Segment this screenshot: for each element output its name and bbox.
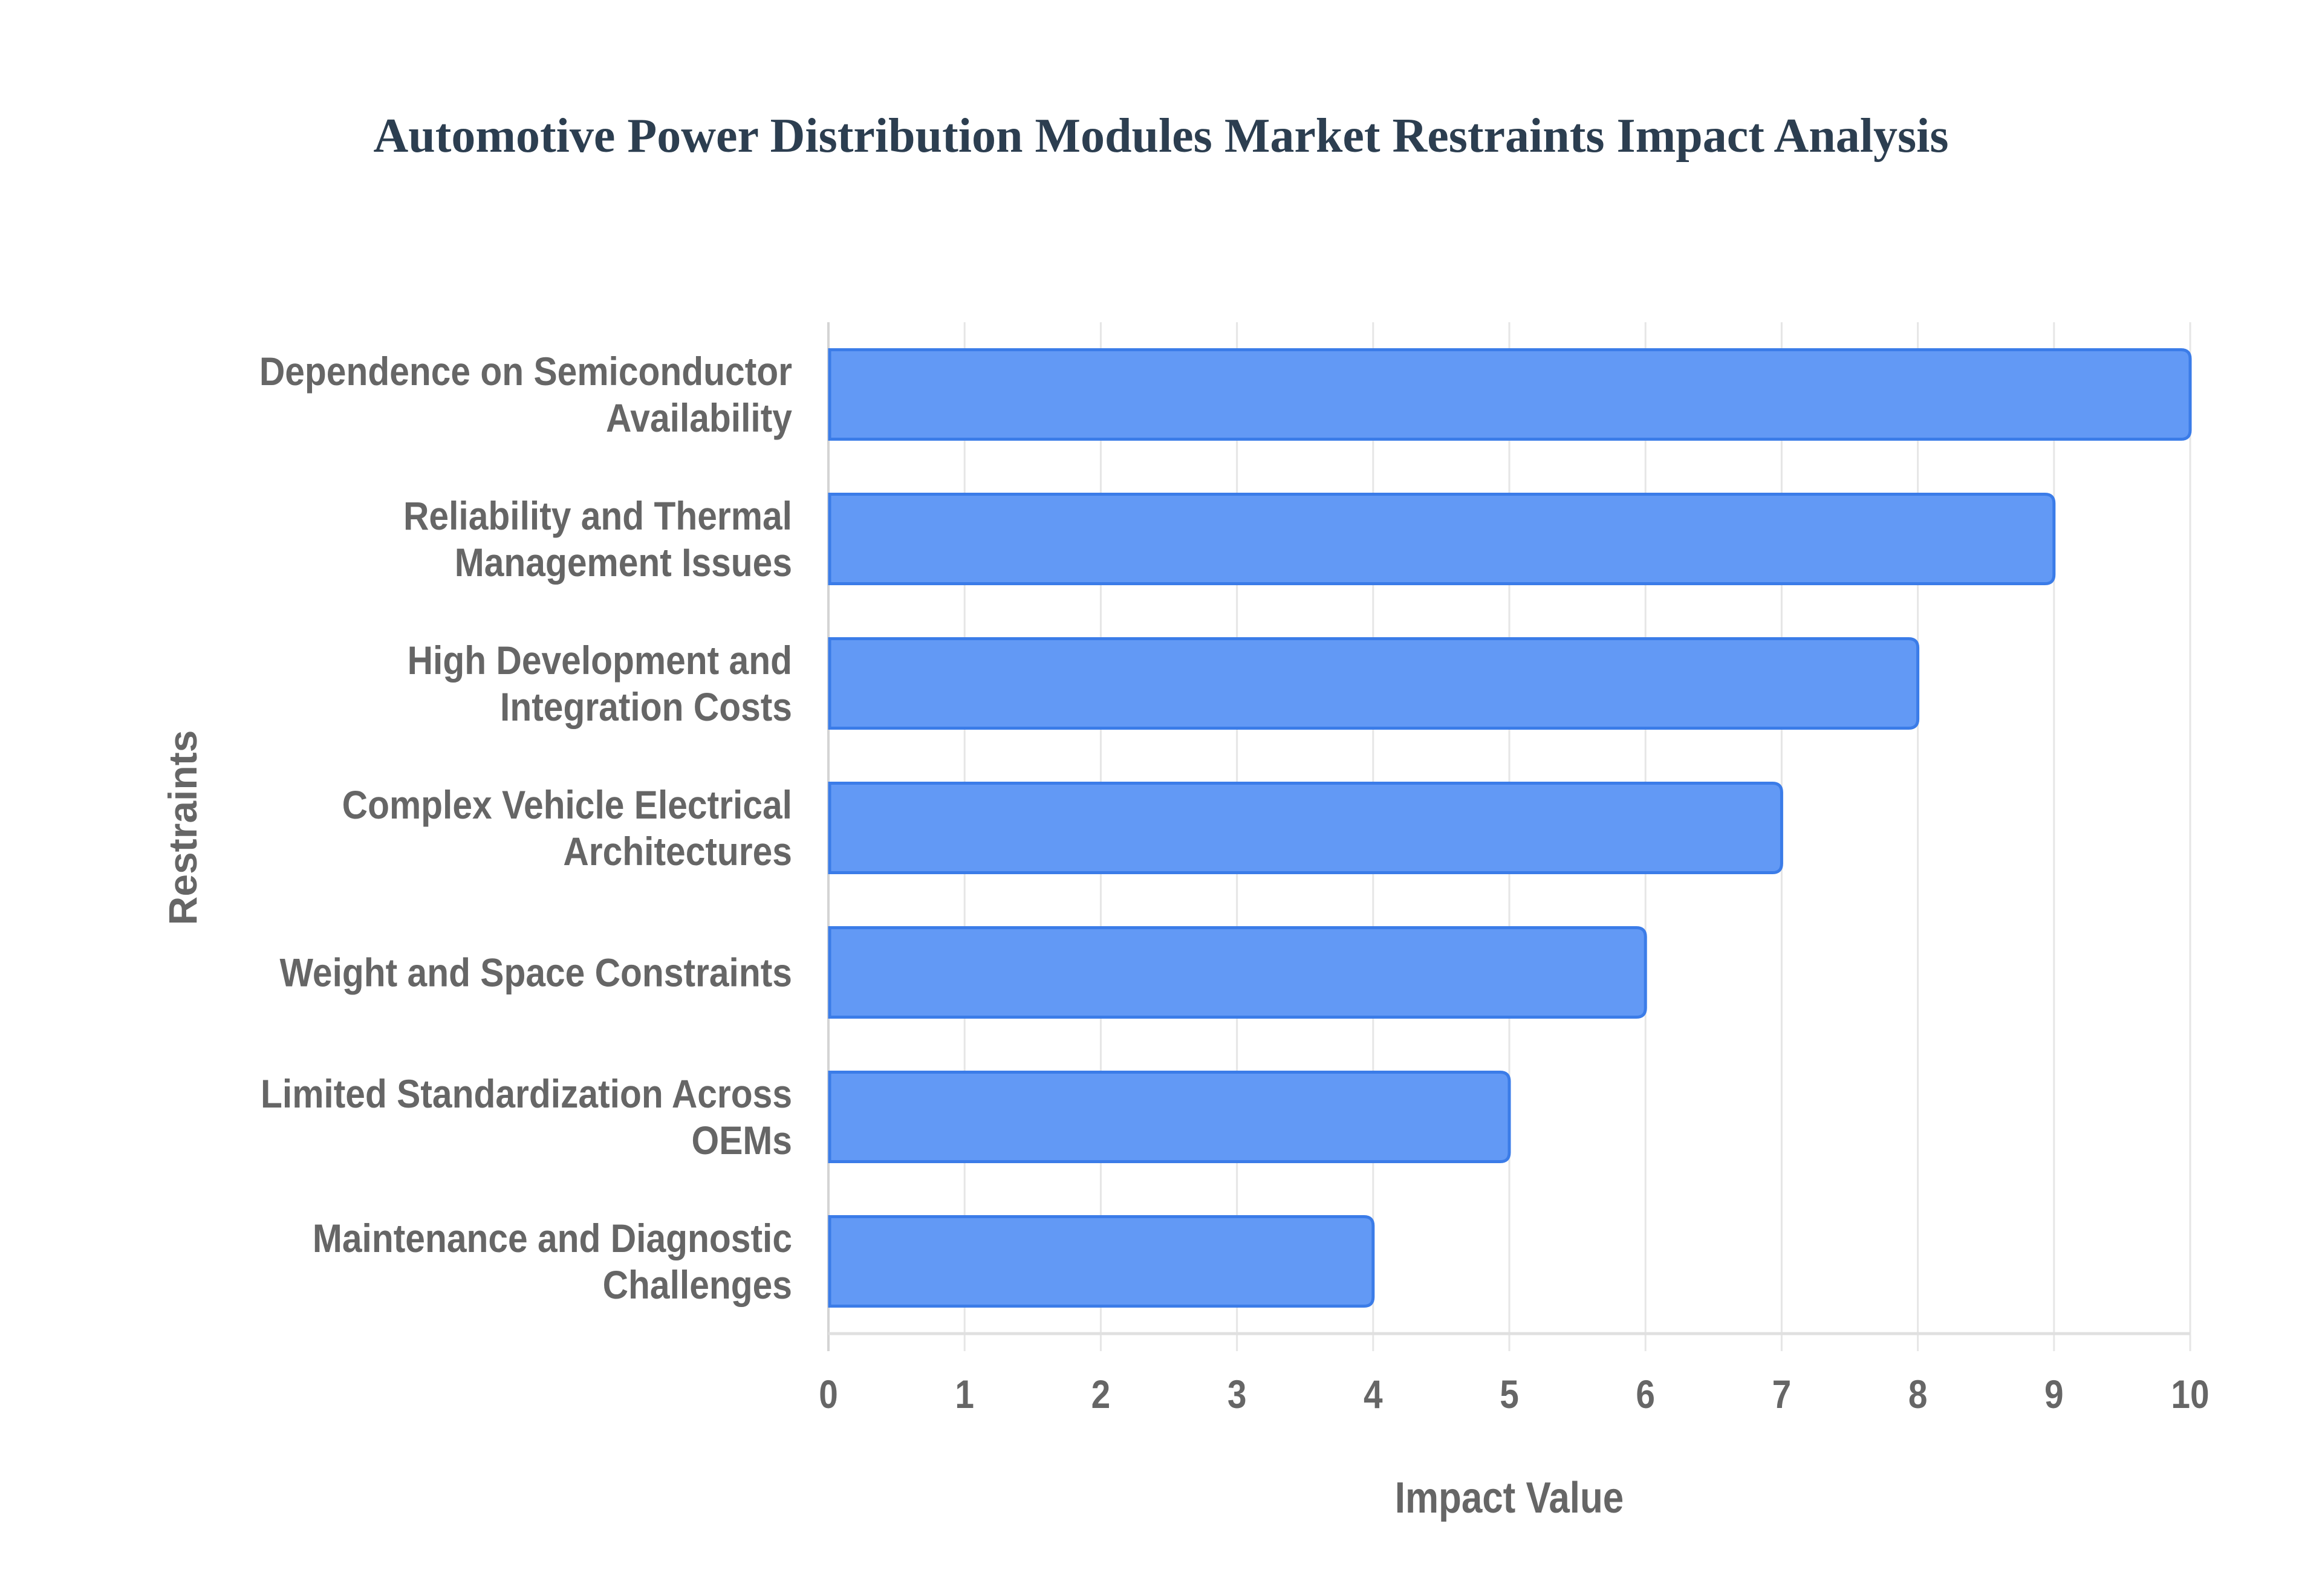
category-label-line: Weight and Space Constraints (280, 950, 792, 995)
bars: Dependence on Semiconductor Availability… (828, 348, 2192, 1308)
x-tick-label: 1 (955, 1372, 974, 1417)
x-tick-label: 2 (1091, 1372, 1111, 1417)
x-tick-label: 0 (819, 1372, 838, 1417)
x-tick-label: 7 (1772, 1372, 1792, 1417)
bar-4[interactable]: Complex Vehicle Electrical Architectures… (828, 782, 1783, 874)
x-tick-label: 3 (1228, 1372, 1247, 1417)
bar-2[interactable]: Reliability and Thermal Management Issue… (828, 493, 2056, 585)
category-label-line: Reliability and Thermal (403, 494, 792, 539)
category-label-line: Complex Vehicle Electrical (342, 783, 792, 828)
x-tick-label: 5 (1500, 1372, 1519, 1417)
category-label-line: OEMs (692, 1118, 792, 1163)
category-label-line: Maintenance and Diagnostic (313, 1216, 792, 1261)
category-label-line: Challenges (603, 1263, 792, 1308)
category-label-line: Integration Costs (500, 685, 792, 730)
category-label-line: Availability (606, 396, 792, 441)
y-axis-title: Restraints (160, 730, 205, 926)
x-tick-label: 4 (1364, 1372, 1383, 1417)
category-label-line: Management Issues (455, 540, 792, 585)
x-tick-label: 6 (1636, 1372, 1655, 1417)
bar-1[interactable]: Dependence on Semiconductor Availability… (828, 348, 2192, 441)
x-tick-label: 8 (1908, 1372, 1928, 1417)
bar-5[interactable]: Weight and Space Constraints: 6 (828, 926, 1647, 1019)
bar-3[interactable]: High Development and Integration Costs: … (828, 637, 1920, 730)
x-tick-label: 9 (2044, 1372, 2064, 1417)
category-label-5: Weight and Space Constraints (280, 950, 792, 995)
category-label-line: Dependence on Semiconductor (259, 349, 792, 394)
bar-7[interactable]: Maintenance and Diagnostic Challenges: 4 (828, 1215, 1375, 1308)
x-axis-title: Impact Value (1395, 1474, 1624, 1522)
category-label-line: Architectures (563, 829, 792, 874)
x-tick-label: 10 (2171, 1372, 2209, 1417)
category-label-line: High Development and (408, 638, 792, 683)
category-label-line: Limited Standardization Across (261, 1072, 792, 1117)
bar-6[interactable]: Limited Standardization Across OEMs: 5 (828, 1071, 1511, 1163)
x-axis: 0 1 2 3 4 5 6 7 8 9 10 (819, 1332, 2210, 1417)
chart-title: Automotive Power Distribution Modules Ma… (373, 109, 1949, 163)
